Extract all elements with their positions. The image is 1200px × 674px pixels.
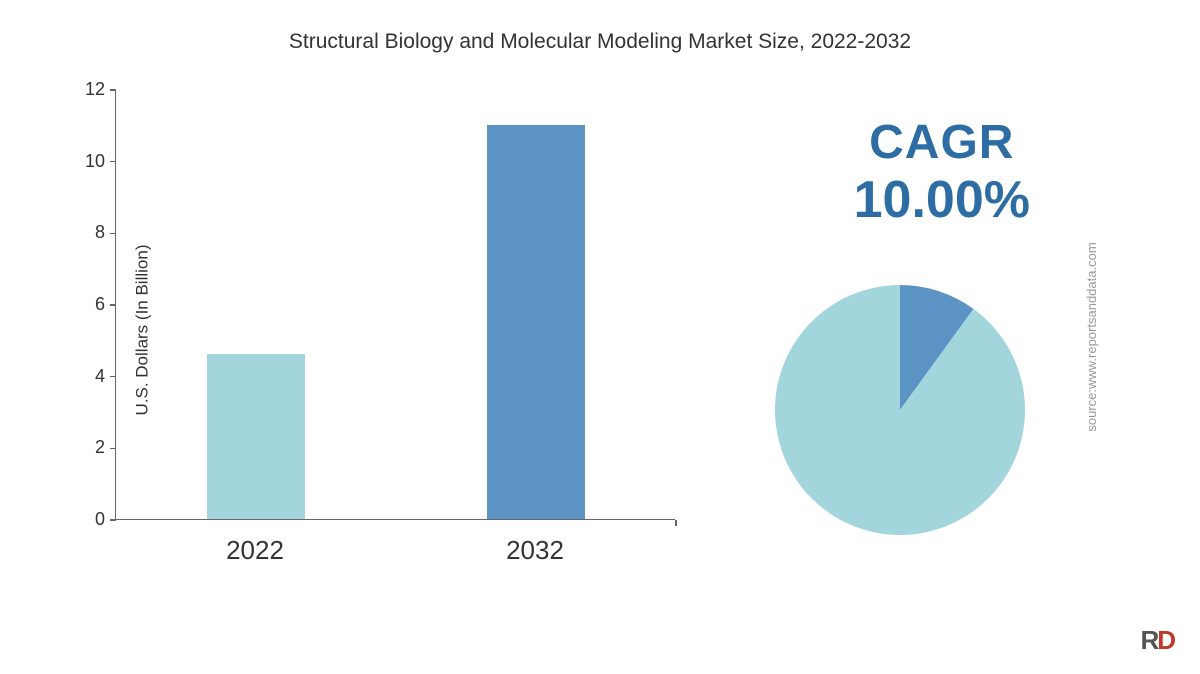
y-tick-label: 12 [80,79,105,100]
logo: RD [1140,625,1174,656]
pie-slice [775,285,1025,535]
y-tick-mark [110,233,116,235]
bar [487,125,585,519]
logo-d: D [1157,625,1174,655]
x-tick-label: 2022 [205,535,305,566]
cagr-label: CAGR [854,115,1030,170]
source-attribution: source:www.reportsanddata.com [1084,242,1099,431]
y-tick-mark [110,161,116,163]
cagr-value: 10.00% [854,170,1030,230]
y-tick-label: 8 [80,222,105,243]
bar [207,354,305,519]
plot-area [115,90,675,520]
bar-chart: U.S. Dollars (In Billion) 02468101220222… [115,90,675,570]
x-axis-end-tick [675,520,677,526]
logo-r: R [1140,625,1157,655]
y-tick-label: 10 [80,151,105,172]
y-tick-label: 2 [80,437,105,458]
cagr-block: CAGR 10.00% [854,115,1030,230]
y-tick-mark [110,519,116,521]
y-tick-mark [110,376,116,378]
pie-chart [770,280,1030,540]
chart-title: Structural Biology and Molecular Modelin… [0,0,1200,54]
y-tick-label: 4 [80,366,105,387]
y-tick-mark [110,89,116,91]
y-tick-mark [110,448,116,450]
x-tick-label: 2032 [485,535,585,566]
y-tick-label: 6 [80,294,105,315]
y-tick-mark [110,304,116,306]
y-tick-label: 0 [80,509,105,530]
